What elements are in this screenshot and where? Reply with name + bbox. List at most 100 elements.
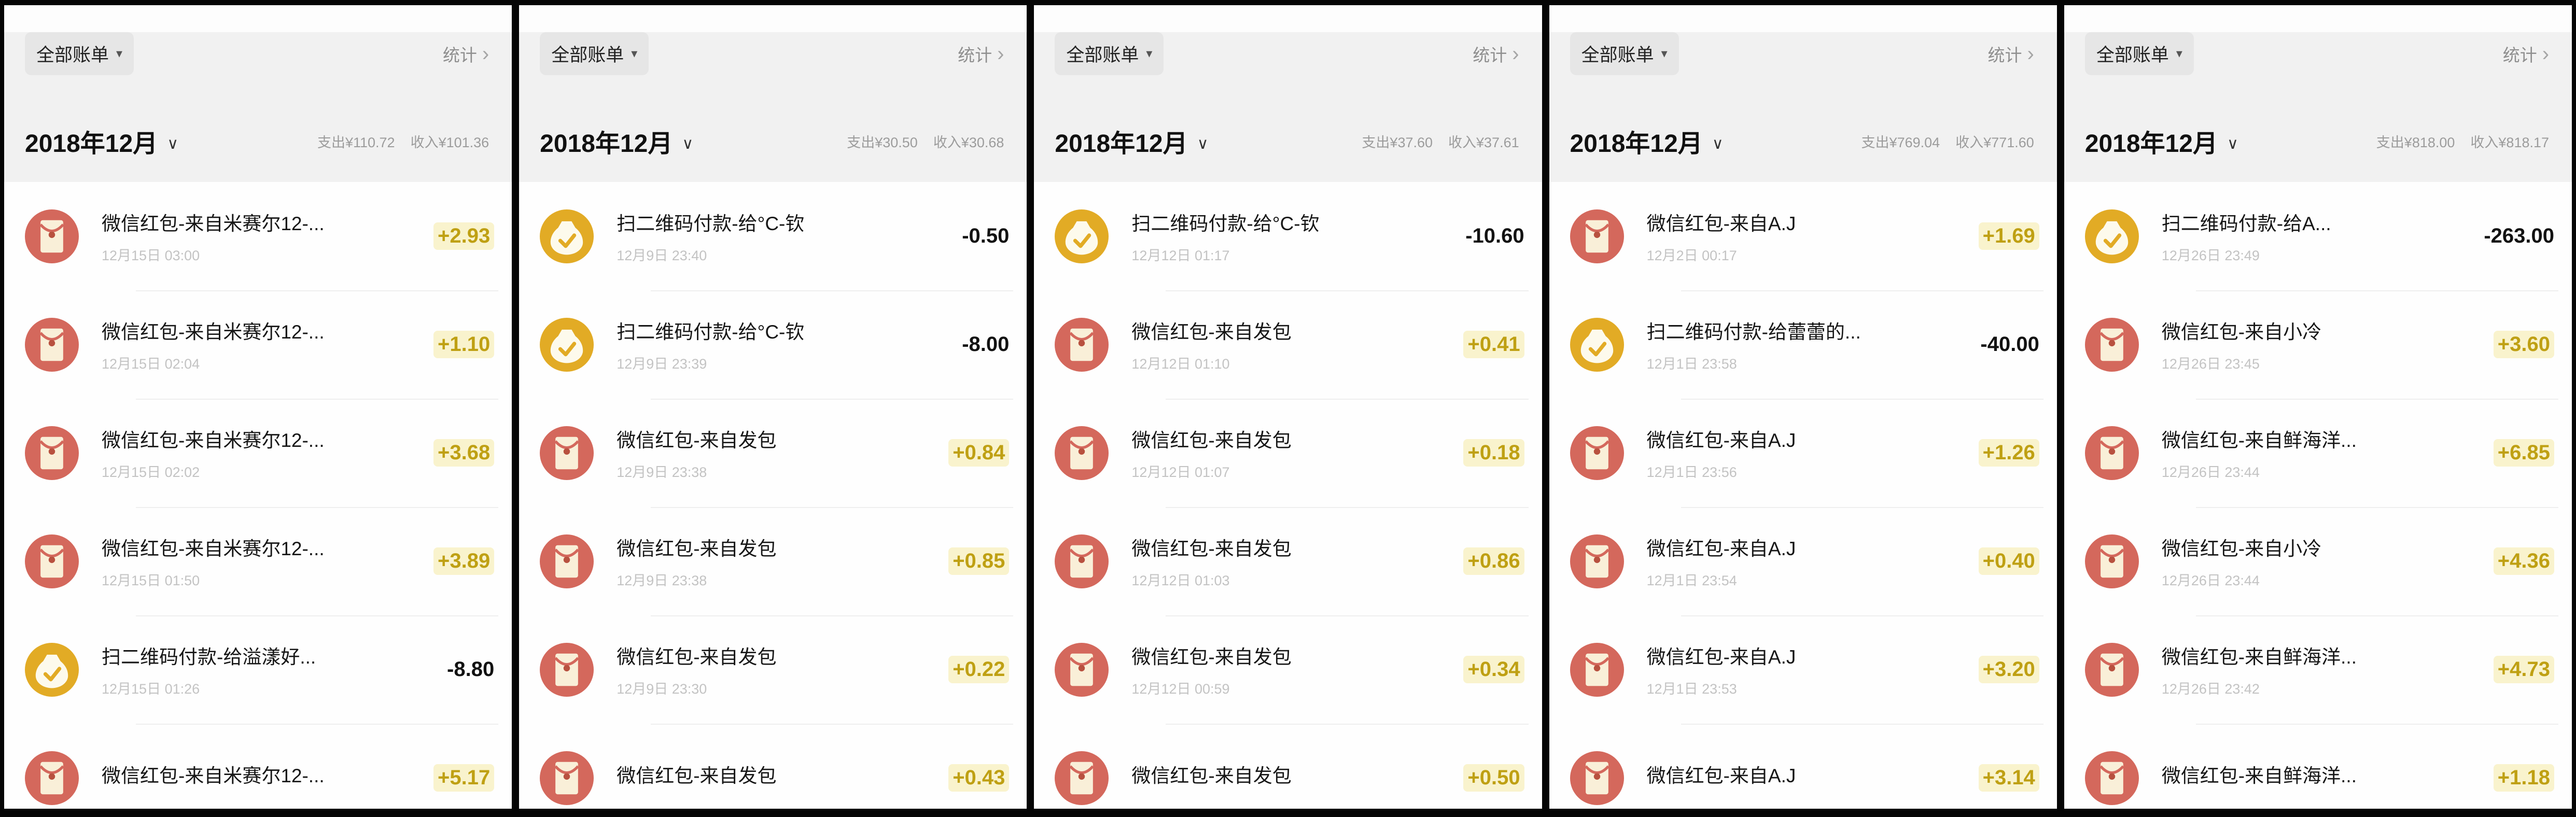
red-envelope-icon xyxy=(1055,751,1109,805)
expense-total: 支出¥818.00 xyxy=(2376,134,2455,150)
transaction-title: 扫二维码付款-给蕾蕾的... xyxy=(1646,321,1861,343)
transaction-amount: -8.80 xyxy=(447,658,495,681)
transaction-title: 微信红包-来自小冷 xyxy=(2161,538,2322,559)
transaction-amount: +3.20 xyxy=(1978,656,2039,683)
transaction-row[interactable]: 微信红包-来自A.J 12月1日 23:54 +0.40 xyxy=(1549,507,2057,615)
transaction-row[interactable]: 微信红包-来自发包 12月12日 00:59 +0.34 xyxy=(1034,615,1542,724)
transaction-row[interactable]: 微信红包-来自发包 12月12日 01:03 +0.86 xyxy=(1034,507,1542,615)
transaction-amount: -8.00 xyxy=(962,333,1010,356)
red-envelope-icon xyxy=(540,426,594,480)
transaction-date: 12月26日 23:45 xyxy=(2161,356,2260,372)
transaction-row[interactable]: 微信红包-来自发包 +0.50 xyxy=(1034,724,1542,809)
statistics-link[interactable]: 统计 › xyxy=(442,42,489,65)
transaction-row[interactable]: 扫二维码付款-给°C-钦 12月9日 23:40 -0.50 xyxy=(519,182,1027,290)
red-envelope-icon xyxy=(2084,642,2139,697)
transaction-row[interactable]: 微信红包-来自米赛尔12-... 12月15日 01:50 +3.89 xyxy=(4,507,512,615)
filter-label: 全部账单 xyxy=(1066,45,1139,65)
transaction-title: 微信红包-来自米赛尔12-... xyxy=(102,765,325,786)
month-selector[interactable]: 2018年12月 ∨ xyxy=(540,123,693,159)
month-selector[interactable]: 2018年12月 ∨ xyxy=(25,123,178,159)
transaction-title: 扫二维码付款-给溢漾好... xyxy=(102,646,316,668)
transaction-date: 12月15日 01:50 xyxy=(102,573,200,588)
transaction-row[interactable]: 扫二维码付款-给溢漾好... 12月15日 01:26 -8.80 xyxy=(4,615,512,724)
statistics-link[interactable]: 统计 › xyxy=(958,42,1004,65)
transaction-row[interactable]: 微信红包-来自A.J +3.14 xyxy=(1549,724,2057,809)
transaction-title: 微信红包-来自米赛尔12-... xyxy=(102,538,325,559)
red-envelope-icon xyxy=(2084,426,2139,480)
income-total: 收入¥101.36 xyxy=(410,134,489,150)
transaction-row[interactable]: 微信红包-来自A.J 12月2日 00:17 +1.69 xyxy=(1549,182,2057,290)
transaction-row[interactable]: 扫二维码付款-给°C-钦 12月12日 01:17 -10.60 xyxy=(1034,182,1542,290)
transaction-row[interactable]: 微信红包-来自米赛尔12-... 12月15日 03:00 +2.93 xyxy=(4,182,512,290)
transaction-title: 微信红包-来自米赛尔12-... xyxy=(102,321,325,343)
red-envelope-icon xyxy=(1055,642,1109,697)
transaction-amount: +2.93 xyxy=(433,222,495,250)
transaction-amount: +6.85 xyxy=(2493,439,2555,467)
transaction-title: 微信红包-来自A.J xyxy=(1646,646,1796,668)
month-selector[interactable]: 2018年12月 ∨ xyxy=(1570,123,1724,159)
transaction-amount: +1.26 xyxy=(1978,439,2039,467)
transaction-amount: -263.00 xyxy=(2484,224,2555,247)
transaction-row[interactable]: 微信红包-来自米赛尔12-... +5.17 xyxy=(4,724,512,809)
transaction-row[interactable]: 微信红包-来自A.J 12月1日 23:56 +1.26 xyxy=(1549,399,2057,507)
month-selector[interactable]: 2018年12月 ∨ xyxy=(2085,123,2238,159)
transaction-row[interactable]: 微信红包-来自小冷 12月26日 23:45 +3.60 xyxy=(2064,290,2572,399)
transaction-row[interactable]: 微信红包-来自A.J 12月1日 23:53 +3.20 xyxy=(1549,615,2057,724)
transaction-row[interactable]: 微信红包-来自发包 12月9日 23:30 +0.22 xyxy=(519,615,1027,724)
dropdown-caret-icon: ▾ xyxy=(1661,47,1668,61)
transaction-row[interactable]: 微信红包-来自发包 12月12日 01:10 +0.41 xyxy=(1034,290,1542,399)
transaction-amount: +3.89 xyxy=(433,547,495,575)
transaction-row[interactable]: 扫二维码付款-给A... 12月26日 23:49 -263.00 xyxy=(2064,182,2572,290)
transaction-row[interactable]: 扫二维码付款-给蕾蕾的... 12月1日 23:58 -40.00 xyxy=(1549,290,2057,399)
transaction-info: 微信红包-来自发包 xyxy=(617,760,938,796)
transaction-title: 微信红包-来自发包 xyxy=(1131,321,1292,343)
transaction-date: 12月15日 01:26 xyxy=(102,681,200,697)
transaction-date: 12月12日 01:07 xyxy=(1131,464,1230,480)
transaction-date: 12月12日 01:03 xyxy=(1131,573,1230,588)
money-bag-icon xyxy=(1055,209,1109,263)
month-selector[interactable]: 2018年12月 ∨ xyxy=(1055,123,1208,159)
chevron-down-icon: ∨ xyxy=(682,135,694,152)
transaction-date: 12月26日 23:49 xyxy=(2161,248,2260,263)
transaction-info: 微信红包-来自米赛尔12-... 12月15日 03:00 xyxy=(102,208,423,264)
all-bills-filter-button[interactable]: 全部账单 ▾ xyxy=(25,32,134,75)
statistics-link[interactable]: 统计 › xyxy=(1987,42,2034,65)
transaction-row[interactable]: 微信红包-来自鲜海洋... 12月26日 23:44 +6.85 xyxy=(2064,399,2572,507)
all-bills-filter-button[interactable]: 全部账单 ▾ xyxy=(1570,32,1679,75)
transaction-row[interactable]: 微信红包-来自发包 12月12日 01:07 +0.18 xyxy=(1034,399,1542,507)
transaction-row[interactable]: 微信红包-来自发包 12月9日 23:38 +0.85 xyxy=(519,507,1027,615)
transaction-amount: +5.17 xyxy=(433,764,495,792)
chevron-down-icon: ∨ xyxy=(1197,135,1209,152)
transaction-row[interactable]: 微信红包-来自发包 12月9日 23:38 +0.84 xyxy=(519,399,1027,507)
transaction-amount: +0.41 xyxy=(1463,331,1524,358)
transaction-row[interactable]: 微信红包-来自鲜海洋... 12月26日 23:42 +4.73 xyxy=(2064,615,2572,724)
dropdown-caret-icon: ▾ xyxy=(1146,47,1153,61)
transaction-title: 微信红包-来自发包 xyxy=(1131,646,1292,668)
red-envelope-icon xyxy=(540,642,594,697)
transaction-row[interactable]: 微信红包-来自发包 +0.43 xyxy=(519,724,1027,809)
transaction-date: 12月1日 23:58 xyxy=(1646,356,1737,372)
transaction-info: 微信红包-来自发包 12月12日 01:07 xyxy=(1131,425,1453,481)
transaction-title: 扫二维码付款-给A... xyxy=(2161,213,2331,234)
red-envelope-icon xyxy=(2084,751,2139,805)
red-envelope-icon xyxy=(25,751,79,805)
all-bills-filter-button[interactable]: 全部账单 ▾ xyxy=(1055,32,1164,75)
transaction-row[interactable]: 扫二维码付款-给°C-钦 12月9日 23:39 -8.00 xyxy=(519,290,1027,399)
transaction-row[interactable]: 微信红包-来自鲜海洋... +1.18 xyxy=(2064,724,2572,809)
transaction-title: 微信红包-来自发包 xyxy=(617,646,777,668)
transaction-info: 扫二维码付款-给蕾蕾的... 12月1日 23:58 xyxy=(1647,316,1970,373)
transaction-date: 12月1日 23:54 xyxy=(1646,573,1737,588)
transaction-row[interactable]: 微信红包-来自米赛尔12-... 12月15日 02:02 +3.68 xyxy=(4,399,512,507)
statistics-link[interactable]: 统计 › xyxy=(1473,42,1519,65)
statistics-link[interactable]: 统计 › xyxy=(2502,42,2550,65)
transaction-date: 12月26日 23:44 xyxy=(2161,464,2260,480)
transaction-info: 微信红包-来自发包 12月9日 23:38 xyxy=(617,533,938,589)
transaction-date: 12月1日 23:56 xyxy=(1646,464,1737,480)
transaction-row[interactable]: 微信红包-来自小冷 12月26日 23:44 +4.36 xyxy=(2064,507,2572,615)
transaction-row[interactable]: 微信红包-来自米赛尔12-... 12月15日 02:04 +1.10 xyxy=(4,290,512,399)
all-bills-filter-button[interactable]: 全部账单 ▾ xyxy=(540,32,649,75)
red-envelope-icon xyxy=(1055,317,1109,372)
bill-panel: 全部账单 ▾ 统计 › 2018年12月 ∨ 支出¥769.04 收入¥771.… xyxy=(1549,5,2057,809)
all-bills-filter-button[interactable]: 全部账单 ▾ xyxy=(2084,32,2194,75)
